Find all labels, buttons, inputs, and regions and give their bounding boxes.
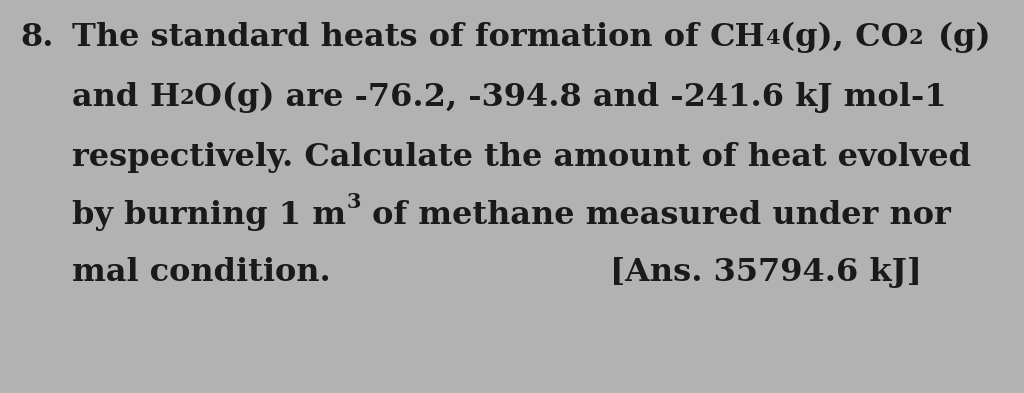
Text: by burning 1 m: by burning 1 m	[72, 200, 346, 231]
Text: H: H	[150, 82, 179, 113]
Text: O(g) are -76.2, -394.8 and -241.6 kJ mol-1: O(g) are -76.2, -394.8 and -241.6 kJ mol…	[195, 82, 947, 113]
Text: [Ans. 35794.6 kJ]: [Ans. 35794.6 kJ]	[610, 257, 922, 288]
Text: CH: CH	[710, 22, 766, 53]
Text: mal condition.: mal condition.	[72, 257, 331, 288]
Text: of methane measured under nor: of methane measured under nor	[360, 200, 950, 231]
Text: CO: CO	[844, 22, 908, 53]
Text: 2: 2	[908, 28, 924, 48]
Text: 2: 2	[179, 88, 195, 108]
Text: 4: 4	[766, 28, 780, 48]
Text: and: and	[72, 82, 150, 113]
Text: The standard heats of formation of: The standard heats of formation of	[72, 22, 710, 53]
Text: (g): (g)	[938, 22, 990, 53]
Text: (g),: (g),	[780, 22, 844, 53]
Text: 3: 3	[346, 192, 360, 212]
Text: respectively. Calculate the amount of heat evolved: respectively. Calculate the amount of he…	[72, 142, 971, 173]
Text: 8.: 8.	[20, 22, 53, 53]
